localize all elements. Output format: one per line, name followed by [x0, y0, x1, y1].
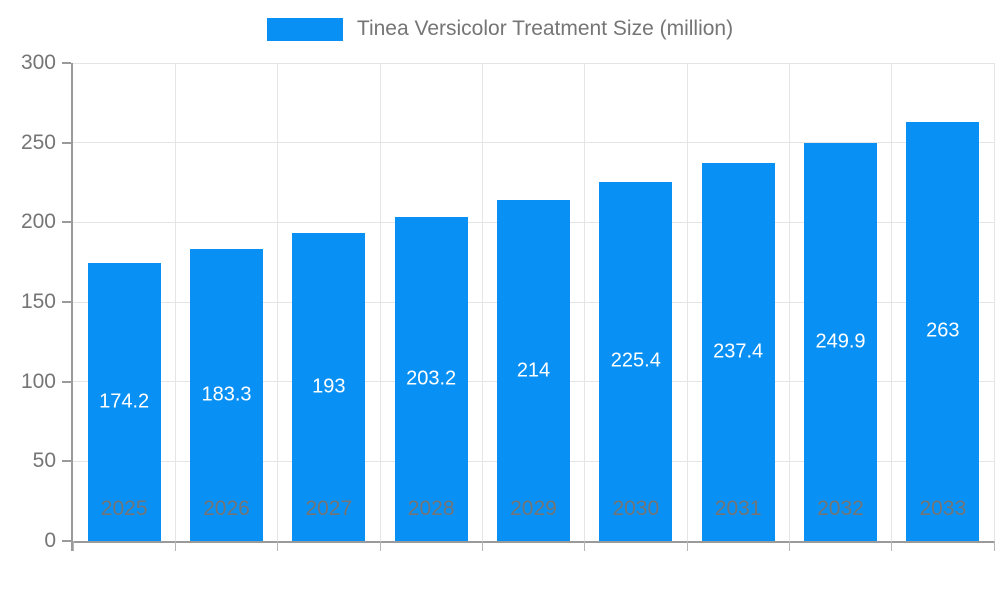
x-axis-label: 2029 — [510, 497, 557, 520]
y-axis-label: 50 — [32, 449, 56, 473]
legend-label: Tinea Versicolor Treatment Size (million… — [356, 17, 734, 40]
x-axis-tick — [481, 541, 483, 551]
x-axis-tick — [379, 541, 381, 551]
x-axis-label: 2028 — [407, 497, 455, 520]
y-axis-label: 150 — [20, 290, 56, 313]
x-axis-tick — [277, 541, 279, 551]
y-axis-line — [71, 63, 73, 551]
bar-value-label: 225.4 — [610, 349, 661, 372]
y-axis-tick — [62, 221, 71, 224]
x-axis-tick — [788, 541, 790, 551]
x-axis-line — [71, 541, 994, 543]
x-gridline — [379, 63, 381, 541]
bar-2029[interactable]: 214 — [497, 200, 570, 541]
x-gridline — [788, 63, 790, 541]
y-axis-label: 250 — [20, 130, 56, 154]
bar-2027[interactable]: 193 — [292, 233, 366, 541]
x-axis-tick — [584, 541, 586, 551]
bar-value-label: 249.9 — [815, 330, 866, 353]
bar-2025[interactable]: 174.2 — [87, 263, 161, 541]
plot-area: 174.2 183.3 193 203.2 214 225.4 237.4 249.9 263 — [62, 62, 995, 551]
bar-2028[interactable]: 203.2 — [394, 217, 468, 541]
bar-2026[interactable]: 183.3 — [190, 248, 263, 541]
bar-value-label: 183.3 — [201, 383, 252, 406]
y-axis-label: 200 — [20, 210, 56, 234]
x-axis-label: 2033 — [919, 497, 967, 520]
y-axis-tick — [62, 380, 71, 383]
bar-value-label: 237.4 — [713, 340, 764, 363]
y-axis-label: 0 — [44, 529, 56, 552]
chart-legend: Tinea Versicolor Treatment Size (million… — [0, 17, 1000, 41]
y-axis-tick — [62, 141, 71, 144]
y-gridline — [73, 62, 994, 64]
y-axis-tick — [62, 540, 71, 542]
x-gridline — [481, 63, 483, 541]
x-gridline — [174, 63, 176, 541]
x-gridline — [891, 63, 893, 541]
x-axis-label: 2030 — [612, 497, 660, 520]
bar-value-label: 263 — [926, 319, 960, 342]
x-axis-tick — [72, 541, 74, 551]
x-gridline — [277, 63, 279, 541]
x-axis-label: 2027 — [305, 497, 353, 520]
x-axis-tick — [993, 541, 995, 551]
legend-item[interactable]: Tinea Versicolor Treatment Size (million… — [266, 17, 734, 41]
x-axis-tick — [174, 541, 176, 551]
y-axis-tick — [62, 301, 71, 303]
y-axis-tick — [62, 460, 71, 463]
x-axis-label: 2031 — [714, 497, 762, 520]
y-gridline — [73, 142, 994, 144]
x-gridline — [584, 63, 586, 541]
bar-value-label: 214 — [516, 359, 551, 381]
bar-2033[interactable]: 263 — [906, 121, 980, 541]
y-axis-label: 100 — [20, 369, 56, 393]
x-axis-tick — [686, 541, 688, 551]
x-axis-tick — [891, 541, 893, 551]
bar-2032[interactable]: 249.9 — [804, 142, 877, 541]
bar-value-label: 174.2 — [99, 390, 150, 413]
x-axis-label: 2026 — [203, 497, 250, 520]
x-axis-label: 2025 — [100, 497, 148, 520]
legend-swatch — [266, 17, 343, 41]
x-gridline — [686, 63, 688, 541]
x-axis-label: 2032 — [817, 497, 864, 520]
bar-value-label: 203.2 — [406, 367, 457, 390]
y-axis-label: 300 — [20, 51, 56, 74]
bar-2031[interactable]: 237.4 — [701, 162, 775, 541]
y-axis-tick — [62, 62, 71, 64]
x-gridline — [993, 63, 995, 541]
bar-2030[interactable]: 225.4 — [599, 181, 673, 541]
bar-value-label: 193 — [312, 375, 346, 398]
